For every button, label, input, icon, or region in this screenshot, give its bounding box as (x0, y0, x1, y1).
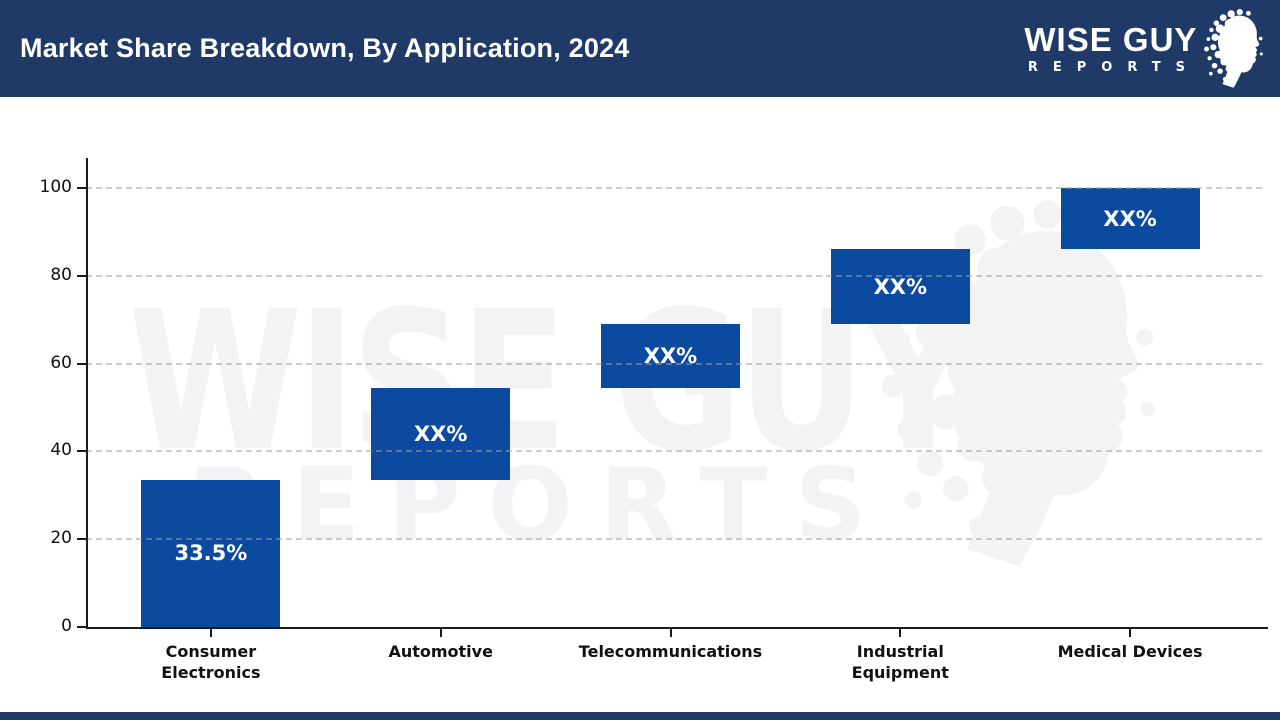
logo-wordmark: WISE GUY (1024, 20, 1198, 58)
y-tick-label-100: 100 (39, 177, 72, 197)
x-tick-medical-devices (1129, 629, 1132, 637)
gridline-20 (86, 538, 1262, 541)
x-tick-industrial-equipment (899, 629, 902, 637)
y-tick-0 (77, 626, 86, 628)
y-axis-line (86, 158, 88, 629)
bar-medical-devices: XX% (1060, 188, 1200, 250)
wiseguy-logo: WISE GUY REPORTS (1022, 8, 1264, 89)
bar-consumer-electronics: 33.5% (141, 479, 281, 627)
bar-industrial-equipment: XX% (830, 249, 970, 325)
y-tick-label-80: 80 (50, 264, 72, 285)
y-tick-100 (77, 187, 86, 189)
y-tick-label-60: 60 (50, 352, 72, 373)
page-title: Market Share Breakdown, By Application, … (20, 33, 630, 63)
watermark-subtext: REPORTS (188, 446, 894, 563)
gridline-60 (86, 362, 1262, 365)
y-tick-label-20: 20 (50, 528, 72, 549)
bar-automotive: XX% (371, 387, 511, 480)
bar-value-label-consumer-electronics: 33.5% (174, 541, 248, 566)
bar-value-label-medical-devices: XX% (1103, 206, 1157, 231)
x-axis-line (86, 627, 1268, 629)
header: Market Share Breakdown, By Application, … (0, 0, 1280, 97)
bar-value-label-industrial-equipment: XX% (873, 274, 928, 299)
y-tick-20 (77, 538, 86, 541)
category-label-consumer-electronics: Consumer Electronics (161, 642, 261, 682)
y-tick-label-0: 0 (61, 616, 72, 636)
bar-value-label-automotive: XX% (413, 421, 468, 446)
category-label-telecommunications: Telecommunications (578, 642, 763, 661)
bar-telecommunications: XX% (601, 324, 740, 388)
category-label-automotive: Automotive (388, 642, 493, 661)
x-tick-telecommunications (669, 629, 672, 637)
footer-bar (0, 712, 1280, 720)
gridline-40 (86, 450, 1262, 453)
category-label-industrial-equipment: Industrial Equipment (851, 642, 949, 682)
y-tick-40 (77, 450, 86, 453)
x-tick-consumer-electronics (209, 629, 212, 637)
gridline-80 (86, 274, 1262, 277)
x-tick-automotive (439, 629, 442, 637)
y-tick-60 (77, 362, 86, 365)
y-tick-label-40: 40 (50, 440, 72, 461)
gridline-100 (86, 187, 1262, 189)
category-label-medical-devices: Medical Devices (1057, 642, 1203, 661)
wiseguy-head-icon (1204, 8, 1263, 88)
y-tick-80 (77, 274, 86, 277)
logo-subtext: REPORTS (1027, 59, 1200, 75)
